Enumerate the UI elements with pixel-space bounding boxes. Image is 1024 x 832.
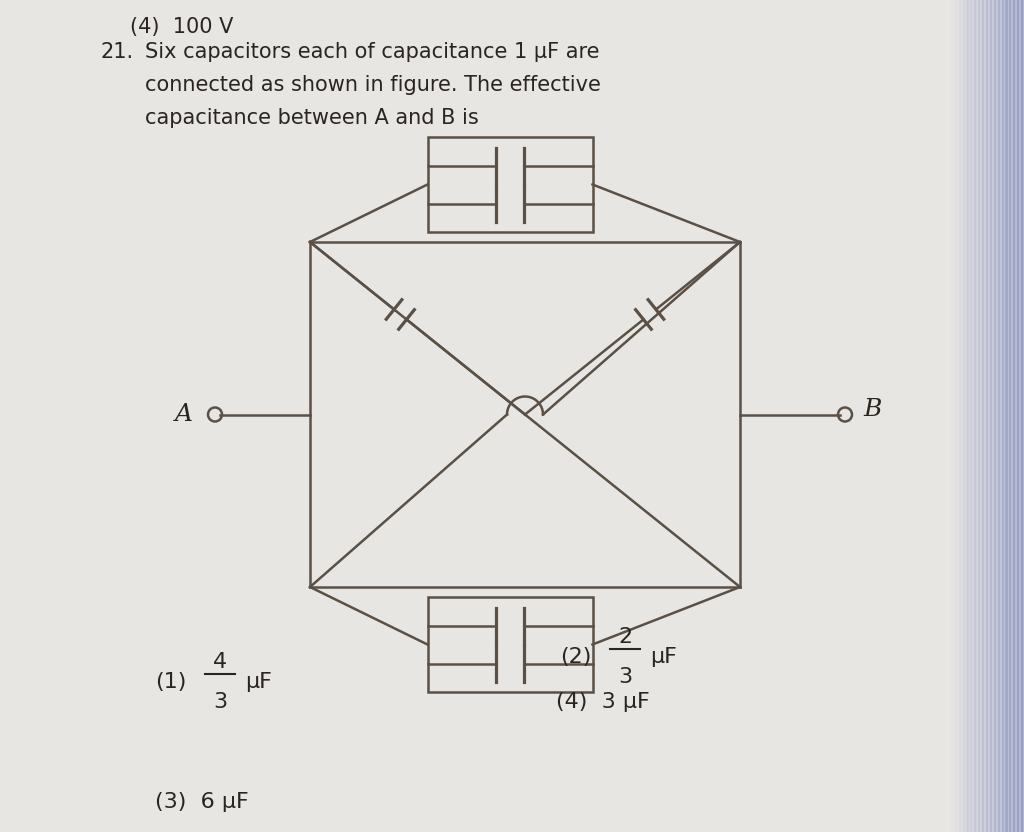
Text: (2): (2) [560, 647, 592, 667]
Text: Six capacitors each of capacitance 1 μF are: Six capacitors each of capacitance 1 μF … [145, 42, 599, 62]
Text: μF: μF [650, 647, 677, 667]
Text: (4)  100 V: (4) 100 V [130, 17, 233, 37]
Text: 2: 2 [617, 627, 632, 647]
Text: B: B [863, 398, 882, 421]
Text: (4)  3 μF: (4) 3 μF [556, 692, 650, 712]
Text: 3: 3 [213, 692, 227, 712]
Bar [427, 597, 593, 692]
Text: (1): (1) [155, 672, 186, 692]
Text: connected as shown in figure. The effective: connected as shown in figure. The effect… [145, 75, 601, 95]
Text: 3: 3 [617, 667, 632, 687]
Text: 21.: 21. [100, 42, 133, 62]
Bar [427, 137, 593, 232]
Text: (3)  6 μF: (3) 6 μF [155, 792, 249, 812]
Text: capacitance between A and B is: capacitance between A and B is [145, 108, 479, 128]
Text: μF: μF [245, 672, 272, 692]
Text: A: A [175, 403, 193, 426]
Text: 4: 4 [213, 652, 227, 672]
